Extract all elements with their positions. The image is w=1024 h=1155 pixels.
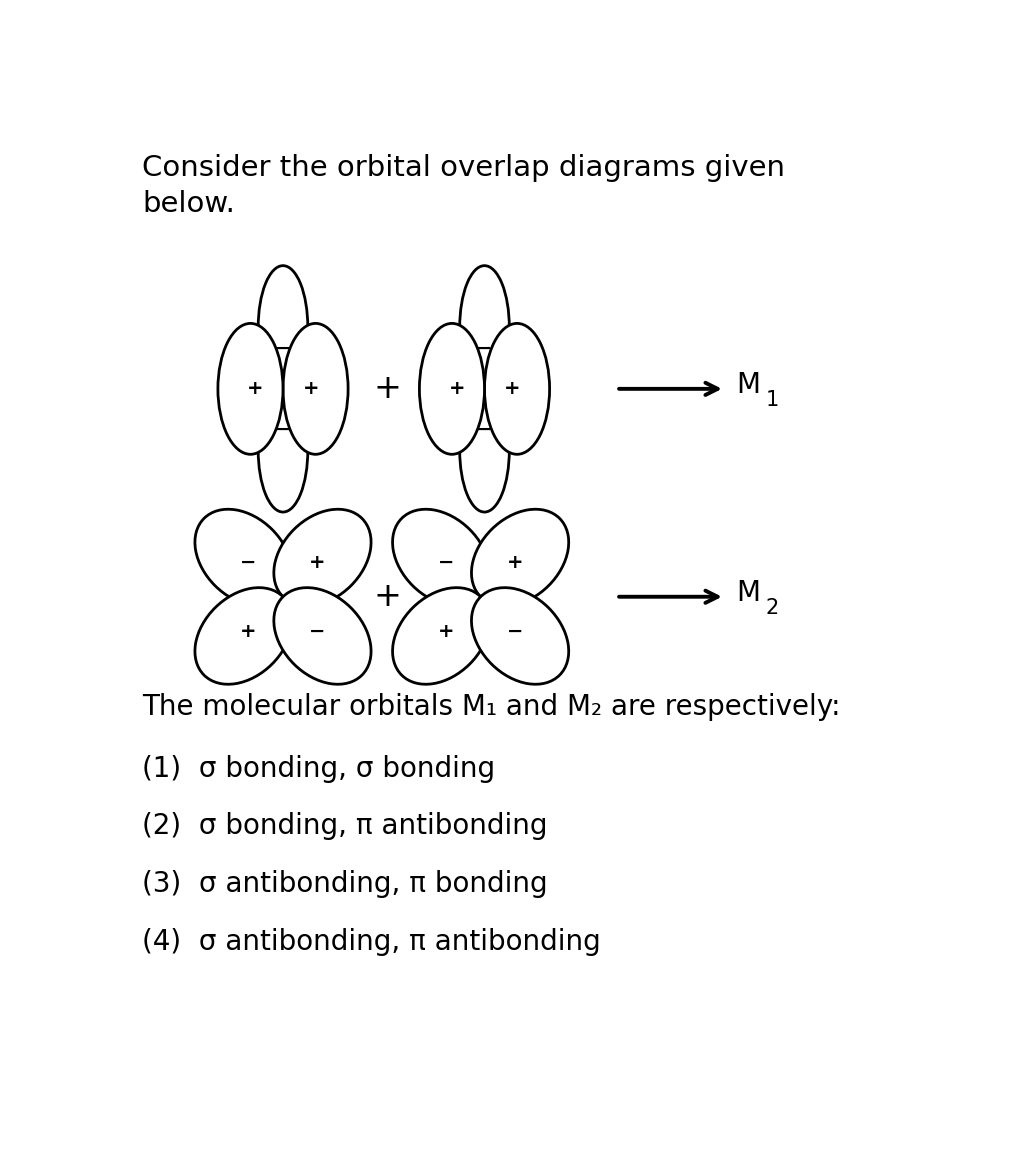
Text: +: + xyxy=(449,379,465,398)
Text: below.: below. xyxy=(142,191,234,218)
Ellipse shape xyxy=(471,588,568,684)
Ellipse shape xyxy=(218,323,283,454)
Text: +: + xyxy=(241,621,257,641)
Text: +: + xyxy=(507,553,523,572)
Text: (2)  σ bonding, π antibonding: (2) σ bonding, π antibonding xyxy=(142,812,548,841)
Ellipse shape xyxy=(195,509,292,606)
Ellipse shape xyxy=(258,266,308,389)
Ellipse shape xyxy=(471,509,568,606)
Text: −: − xyxy=(274,419,291,439)
Ellipse shape xyxy=(420,323,484,454)
Text: +: + xyxy=(302,379,318,398)
Ellipse shape xyxy=(392,588,489,684)
Ellipse shape xyxy=(460,266,509,389)
Ellipse shape xyxy=(195,588,292,684)
Ellipse shape xyxy=(258,389,308,512)
Text: Consider the orbital overlap diagrams given: Consider the orbital overlap diagrams gi… xyxy=(142,154,785,182)
Text: (4)  σ antibonding, π antibonding: (4) σ antibonding, π antibonding xyxy=(142,927,601,956)
Text: −: − xyxy=(507,621,523,641)
Text: −: − xyxy=(309,621,326,641)
Text: M: M xyxy=(736,579,761,606)
Ellipse shape xyxy=(273,588,371,684)
Text: The molecular orbitals M₁ and M₂ are respectively:: The molecular orbitals M₁ and M₂ are res… xyxy=(142,693,841,721)
Text: +: + xyxy=(309,553,326,572)
Text: −: − xyxy=(274,340,291,358)
Text: (1)  σ bonding, σ bonding: (1) σ bonding, σ bonding xyxy=(142,754,495,783)
Text: +: + xyxy=(247,379,263,398)
Text: +: + xyxy=(438,621,455,641)
Text: +: + xyxy=(374,580,401,613)
Ellipse shape xyxy=(484,323,550,454)
Text: (3)  σ antibonding, π bonding: (3) σ antibonding, π bonding xyxy=(142,870,548,899)
Ellipse shape xyxy=(283,323,348,454)
Text: 2: 2 xyxy=(766,598,779,618)
Ellipse shape xyxy=(273,509,371,606)
Text: 1: 1 xyxy=(766,390,779,410)
Text: +: + xyxy=(374,372,401,405)
Text: −: − xyxy=(476,340,493,358)
Text: −: − xyxy=(241,553,257,572)
Text: −: − xyxy=(476,419,493,439)
Text: −: − xyxy=(438,553,455,572)
Text: M: M xyxy=(736,371,761,398)
Text: +: + xyxy=(504,379,520,398)
Ellipse shape xyxy=(460,389,509,512)
Ellipse shape xyxy=(392,509,489,606)
